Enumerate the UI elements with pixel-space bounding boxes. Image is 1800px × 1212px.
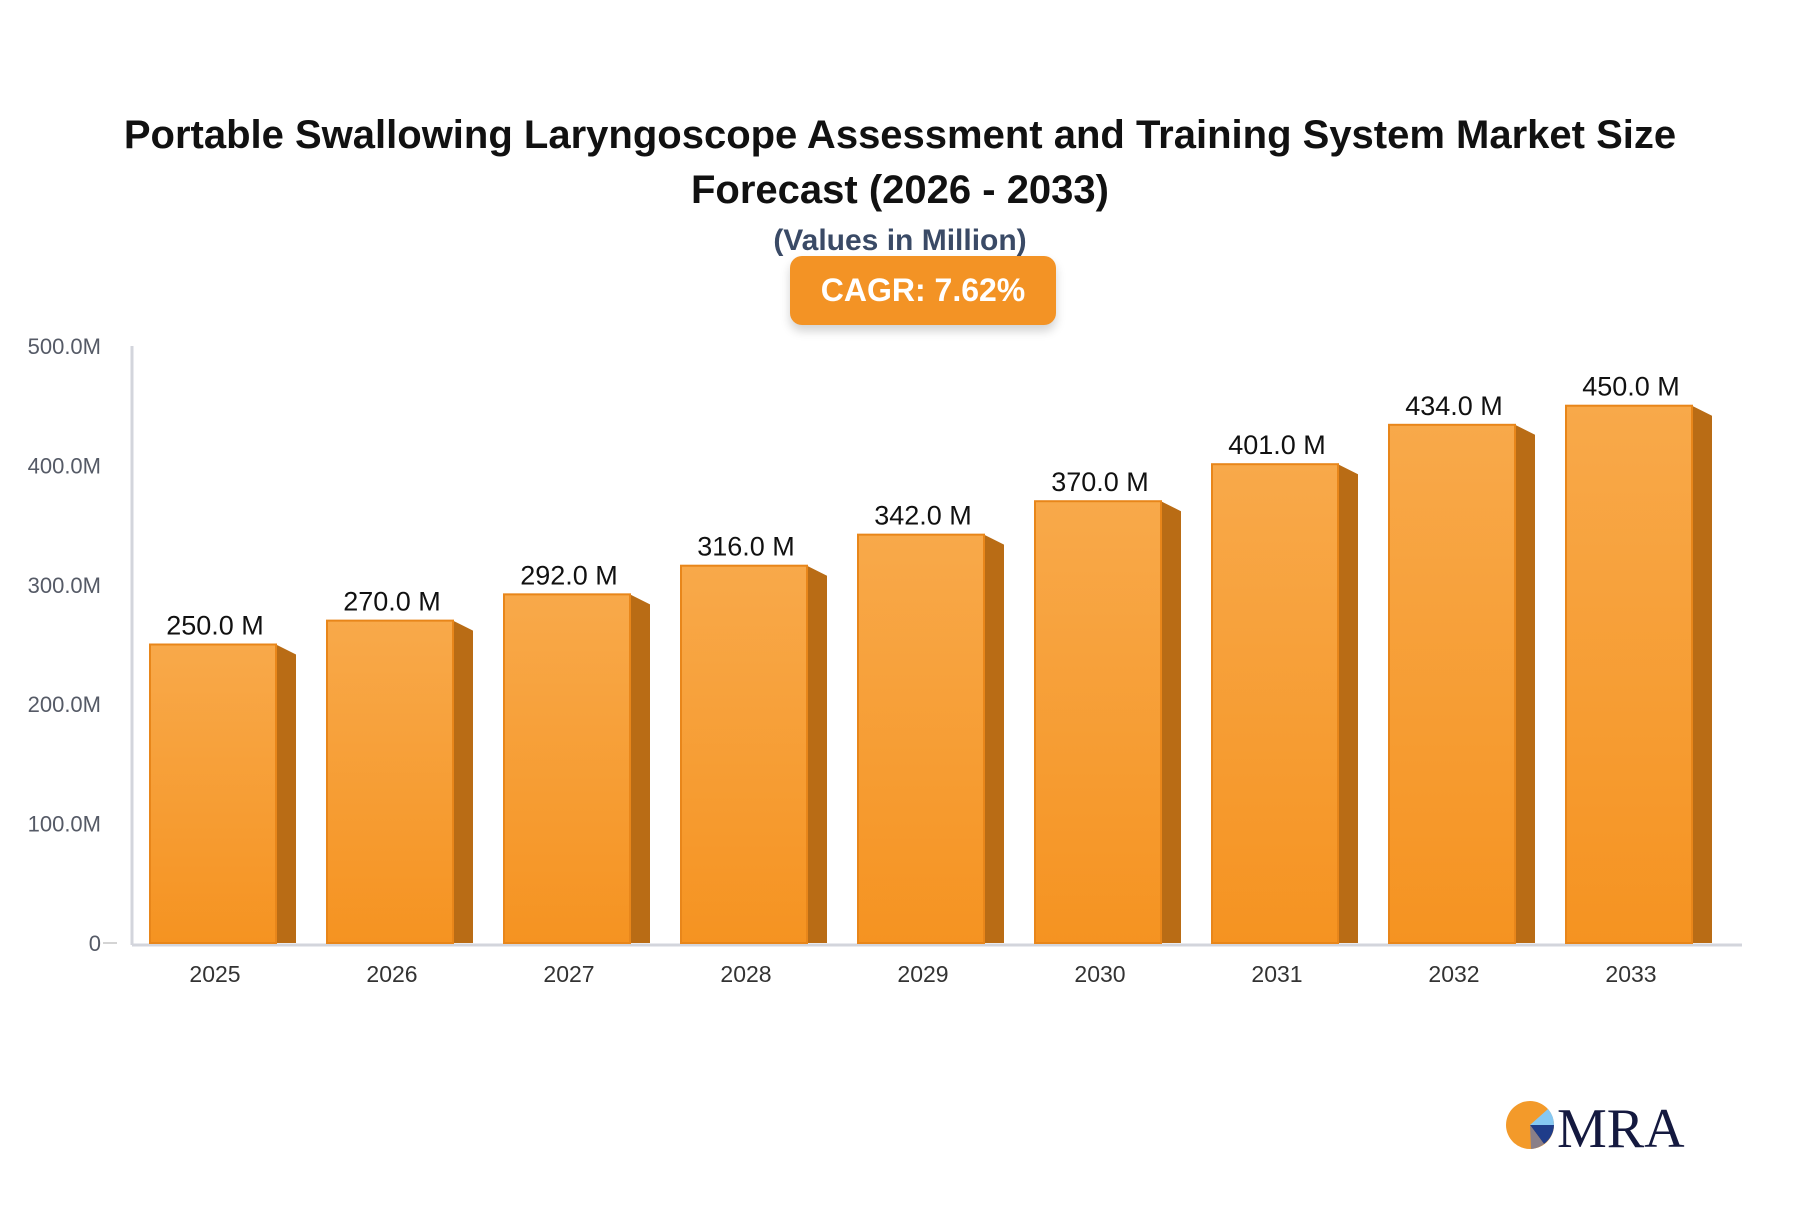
x-tick-label: 2030 [1074,961,1125,987]
bar-side [1338,464,1358,943]
y-tick-label: 0 [89,931,101,956]
mra-logo: MRA [1506,1098,1685,1155]
bar-side [807,565,827,943]
y-tick-label: 200.0M [28,692,101,717]
bar-side [453,620,473,943]
bar-side [1515,424,1535,944]
bar-group: 292.0 M 2027 [503,560,650,987]
x-tick-label: 2029 [897,961,948,987]
bar [1388,423,1516,944]
y-tick-label: 400.0M [28,453,101,478]
y-tick-label: 300.0M [28,573,101,598]
bar [149,643,277,944]
bar-group: 401.0 M 2031 [1211,430,1358,987]
svg-text:MRA: MRA [1557,1098,1685,1155]
chart-subtitle: (Values in Million) [773,224,1027,257]
bar [1565,404,1693,944]
bar-group: 450.0 M 2033 [1565,372,1712,987]
bar-group: 250.0 M 2025 [149,611,296,987]
data-label: 370.0 M [1051,467,1149,497]
y-tick-label: 500.0M [28,334,101,359]
bar-group: 270.0 M 2026 [326,587,473,987]
bar-side [1161,501,1181,943]
x-tick-label: 2026 [366,961,417,987]
chart-title: Portable Swallowing Laryngoscope Assessm… [123,113,1677,212]
x-tick-label: 2025 [189,961,240,987]
x-tick-label: 2033 [1605,961,1656,987]
y-tick-label: 100.0M [28,812,101,837]
bar-group: 316.0 M 2028 [680,532,827,987]
bar-group: 370.0 M 2030 [1034,467,1181,987]
data-label: 316.0 M [697,532,795,562]
bar-side [1692,405,1712,943]
bar [503,593,631,944]
x-tick-label: 2027 [543,961,594,987]
bar [680,564,808,944]
bar-group: 342.0 M 2029 [857,501,1004,987]
x-tick-label: 2031 [1251,961,1302,987]
cagr-badge: CAGR: 7.62% [790,256,1056,325]
data-label: 250.0 M [166,611,264,641]
data-label: 434.0 M [1405,391,1503,421]
bar [857,533,985,944]
bar-group: 434.0 M 2032 [1388,391,1535,987]
bar-side [984,534,1004,943]
bar-side [630,594,650,943]
x-tick-label: 2032 [1428,961,1479,987]
bar-side [276,644,296,943]
data-label: 342.0 M [874,501,972,531]
data-label: 292.0 M [520,560,618,590]
data-label: 401.0 M [1228,430,1326,460]
x-tick-label: 2028 [720,961,771,987]
data-label: 450.0 M [1582,372,1680,402]
bar [1034,500,1162,944]
data-label: 270.0 M [343,587,441,617]
bar [1211,463,1339,944]
bar [326,619,454,944]
